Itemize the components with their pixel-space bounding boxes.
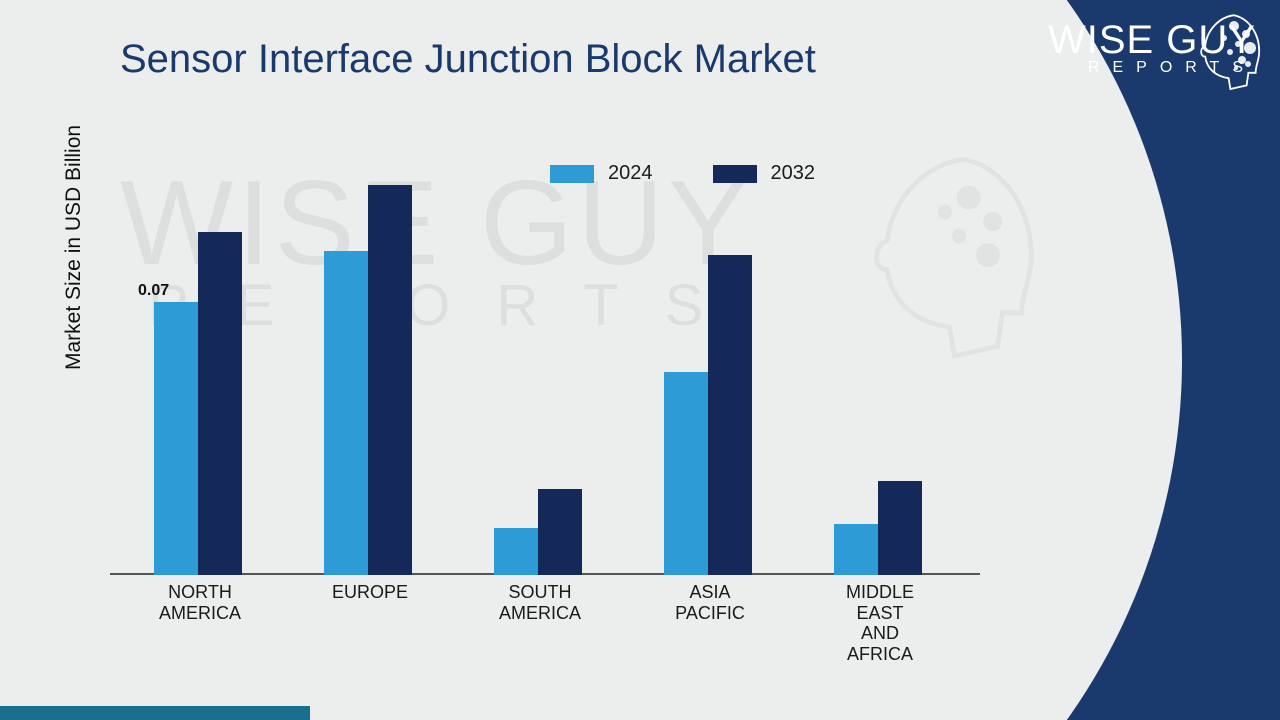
bar-2024 xyxy=(834,524,878,575)
bar-2032 xyxy=(198,232,242,575)
footer-accent-bar xyxy=(0,706,310,720)
legend-swatch-2024 xyxy=(550,165,594,183)
legend-swatch-2032 xyxy=(713,165,757,183)
bar-2032 xyxy=(368,185,412,575)
bar-2032 xyxy=(878,481,922,575)
bar-2032 xyxy=(538,489,582,575)
plot-area: 0.07 xyxy=(110,185,980,575)
x-tick-label: NORTHAMERICA xyxy=(130,582,270,623)
x-tick-label: SOUTHAMERICA xyxy=(470,582,610,623)
logo-dots-icon xyxy=(1190,12,1260,82)
x-tick-label: MIDDLEEASTANDAFRICA xyxy=(810,582,950,665)
legend: 2024 2032 xyxy=(550,162,815,185)
chart-canvas: WISE GUY REPORTS WISE GUY REPORTS Sensor… xyxy=(0,0,1280,720)
bar-value-label: 0.07 xyxy=(138,282,169,300)
bar-2024 xyxy=(494,528,538,575)
x-tick-label: EUROPE xyxy=(300,582,440,603)
legend-label-2024: 2024 xyxy=(608,162,653,185)
legend-label-2032: 2032 xyxy=(771,162,816,185)
x-tick-label: ASIAPACIFIC xyxy=(640,582,780,623)
bar-2024 xyxy=(664,372,708,575)
legend-item-2024: 2024 xyxy=(550,162,653,185)
brand-logo: WISE GUY REPORTS xyxy=(1048,18,1256,77)
bar-2024 xyxy=(324,251,368,575)
bar-2024 xyxy=(154,302,198,575)
chart-title: Sensor Interface Junction Block Market xyxy=(120,36,860,82)
y-axis-label: Market Size in USD Billion xyxy=(62,125,86,370)
bar-2032 xyxy=(708,255,752,575)
legend-item-2032: 2032 xyxy=(713,162,816,185)
